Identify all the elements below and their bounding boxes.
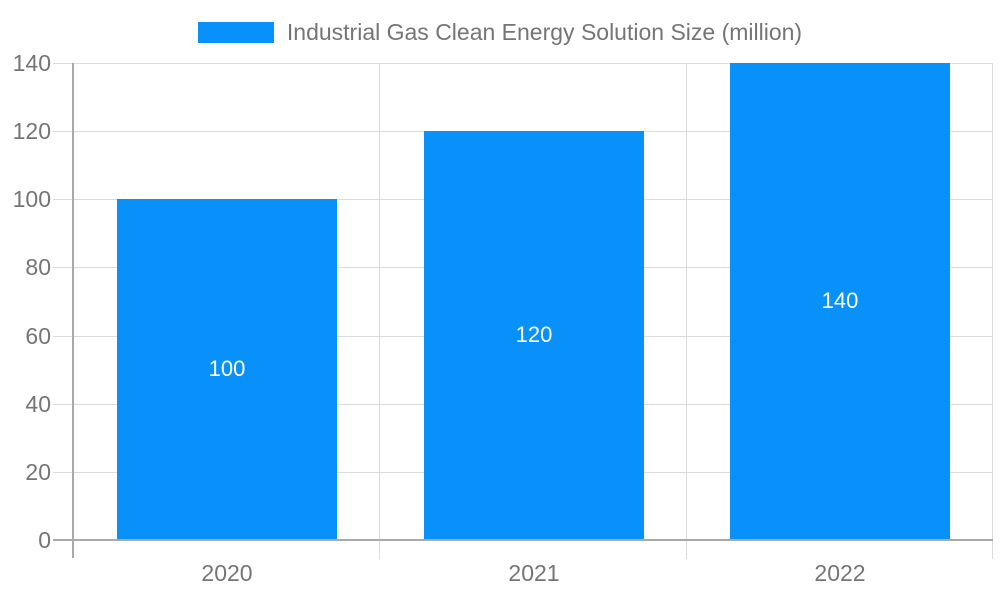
y-axis-tick-label: 140 bbox=[12, 50, 51, 76]
x-axis-tick bbox=[992, 541, 993, 559]
y-axis-tick-label: 120 bbox=[12, 118, 51, 144]
y-axis-tick-label: 0 bbox=[38, 527, 51, 553]
legend-swatch-icon bbox=[197, 21, 274, 43]
bar[interactable]: 120 bbox=[424, 131, 644, 539]
y-axis-tick-label: 40 bbox=[25, 391, 51, 417]
x-axis-category-label: 2022 bbox=[814, 560, 866, 586]
x-axis-tick bbox=[379, 541, 380, 559]
x-axis-category-label: 2021 bbox=[508, 560, 560, 586]
chart-legend[interactable]: Industrial Gas Clean Energy Solution Siz… bbox=[0, 12, 1000, 52]
x-axis-category-label: 2020 bbox=[201, 560, 253, 586]
y-axis-tick-label: 100 bbox=[12, 186, 51, 212]
bar-value-label: 140 bbox=[821, 288, 859, 313]
x-gridline bbox=[686, 63, 687, 540]
y-axis-tick-label: 60 bbox=[25, 323, 51, 349]
bar[interactable]: 140 bbox=[730, 63, 950, 539]
x-gridline bbox=[379, 63, 380, 540]
x-gridline bbox=[992, 63, 993, 540]
x-axis-tick bbox=[686, 541, 687, 559]
y-axis-line bbox=[72, 63, 74, 558]
legend-label: Industrial Gas Clean Energy Solution Siz… bbox=[286, 19, 803, 45]
bar-value-label: 120 bbox=[515, 322, 553, 347]
y-axis-tick-label: 20 bbox=[25, 459, 51, 485]
x-axis-line bbox=[53, 539, 993, 541]
y-axis-tick-label: 80 bbox=[25, 254, 51, 280]
bar[interactable]: 100 bbox=[117, 199, 337, 539]
y-gridline bbox=[53, 63, 993, 64]
bar-value-label: 100 bbox=[208, 356, 246, 381]
